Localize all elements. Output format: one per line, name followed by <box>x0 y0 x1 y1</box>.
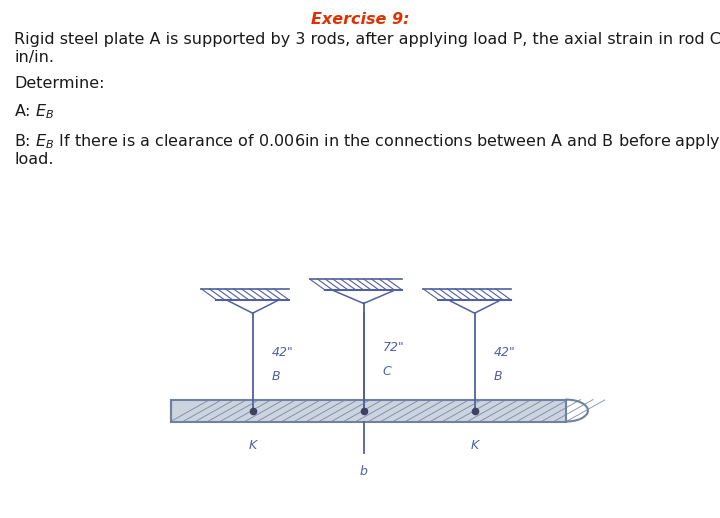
Text: 72": 72" <box>383 341 405 354</box>
Text: Exercise 9:: Exercise 9: <box>311 12 409 27</box>
Bar <box>171 399 566 422</box>
Text: Determine:: Determine: <box>14 76 104 91</box>
Text: in/in.: in/in. <box>14 50 54 65</box>
Text: C: C <box>383 365 392 378</box>
Text: Rigid steel plate A is supported by 3 rods, after applying load P, the axial str: Rigid steel plate A is supported by 3 ro… <box>14 32 720 47</box>
Bar <box>171 399 566 422</box>
Text: 42": 42" <box>494 346 516 358</box>
Text: B: B <box>272 370 281 383</box>
Text: load.: load. <box>14 152 53 167</box>
Text: B: $E_B$ If there is a clearance of 0.006in in the connections between A and B b: B: $E_B$ If there is a clearance of 0.00… <box>14 132 720 151</box>
Text: b: b <box>360 465 367 478</box>
Text: B: B <box>494 370 503 383</box>
Text: K: K <box>470 439 479 452</box>
Text: K: K <box>248 439 257 452</box>
Text: A: $E_B$: A: $E_B$ <box>14 102 55 121</box>
Text: 42": 42" <box>272 346 294 358</box>
